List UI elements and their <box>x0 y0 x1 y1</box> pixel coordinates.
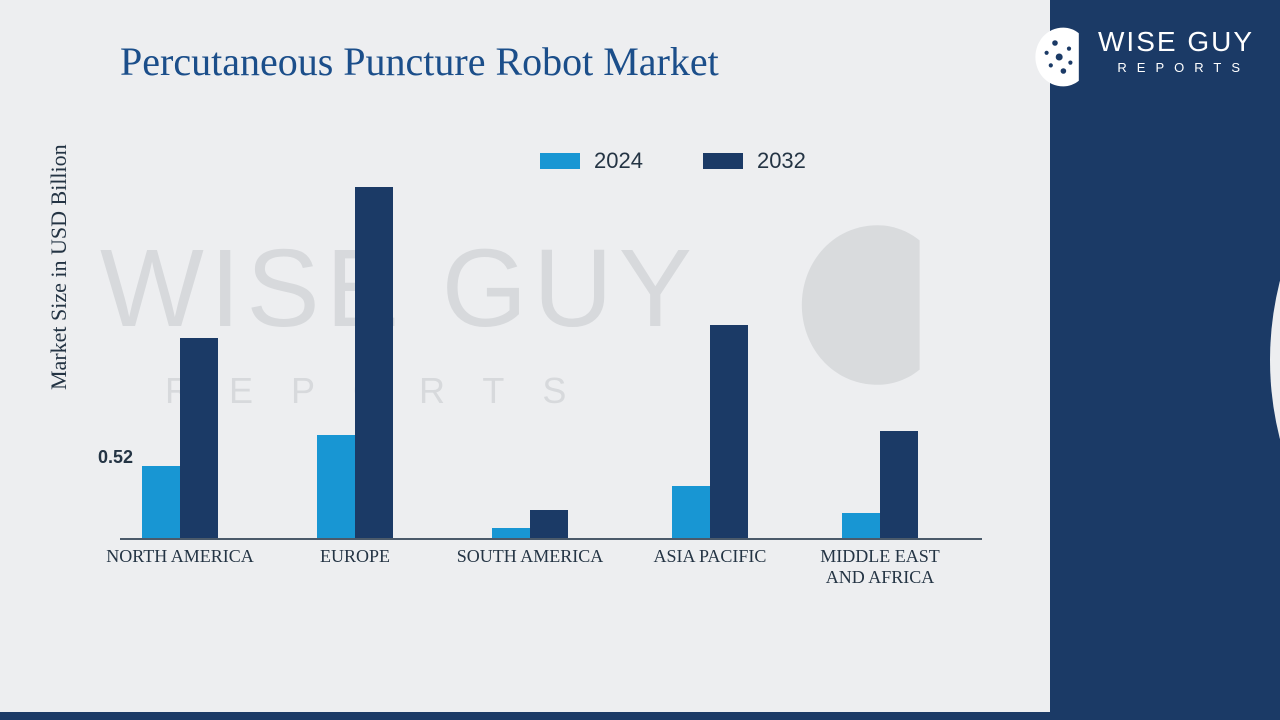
category-label: SOUTH AMERICA <box>450 540 610 567</box>
panel-arc-cutout <box>1270 40 1280 680</box>
legend-label-a: 2024 <box>594 148 643 174</box>
bar-series-a <box>842 513 880 538</box>
chart-title: Percutaneous Puncture Robot Market <box>120 38 719 85</box>
brand-text: WISE GUY REPORTS <box>1098 26 1254 75</box>
bar-series-a <box>672 486 710 538</box>
legend-swatch-b <box>703 153 743 169</box>
legend-item-2024: 2024 <box>540 148 643 174</box>
brand-line1: WISE GUY <box>1098 26 1254 58</box>
bar-series-b <box>880 431 918 538</box>
bar-series-a <box>142 466 180 538</box>
bar-series-b <box>530 510 568 538</box>
y-axis-label: Market Size in USD Billion <box>46 144 72 390</box>
legend-swatch-a <box>540 153 580 169</box>
bar-series-a <box>492 528 530 538</box>
category-label: MIDDLE EAST AND AFRICA <box>800 540 960 587</box>
category-label: EUROPE <box>275 540 435 567</box>
bar-value-label: 0.52 <box>98 447 133 468</box>
chart-area: 0.52NORTH AMERICAEUROPESOUTH AMERICAASIA… <box>120 180 982 580</box>
footer-accent-line <box>0 712 1050 720</box>
category-label: NORTH AMERICA <box>100 540 260 567</box>
bar-series-b <box>180 338 218 538</box>
legend-label-b: 2032 <box>757 148 806 174</box>
bar-series-b <box>710 325 748 538</box>
plot-area: 0.52NORTH AMERICAEUROPESOUTH AMERICAASIA… <box>120 180 982 540</box>
chart-stage: WISE GUY REPORTS WISE GUY REPORTS Percut… <box>0 0 1280 720</box>
category-label: ASIA PACIFIC <box>630 540 790 567</box>
brand-line2: REPORTS <box>1098 60 1254 75</box>
bar-series-b <box>355 187 393 538</box>
brand-head-icon <box>1020 22 1090 92</box>
bar-series-a <box>317 435 355 538</box>
legend: 2024 2032 <box>540 148 806 174</box>
brand-side-panel <box>1050 0 1280 720</box>
legend-item-2032: 2032 <box>703 148 806 174</box>
